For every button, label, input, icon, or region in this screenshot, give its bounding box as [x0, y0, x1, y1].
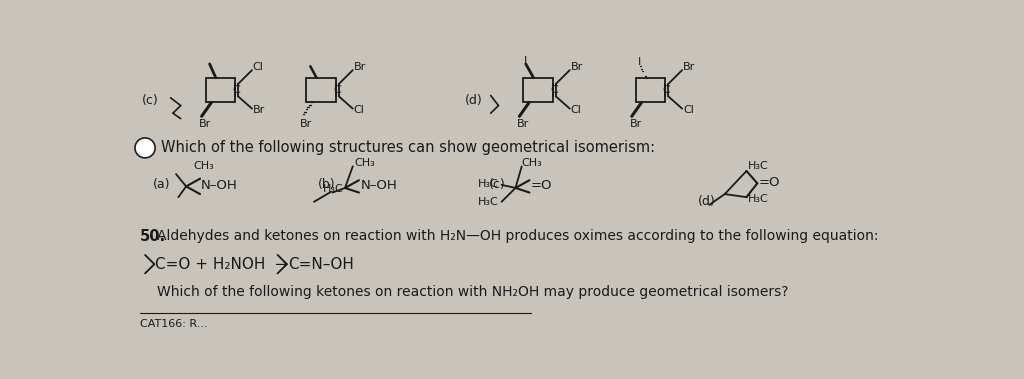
Text: (d): (d)	[697, 195, 716, 208]
Text: H₃C: H₃C	[478, 179, 499, 189]
Text: Br: Br	[200, 119, 212, 129]
Bar	[206, 78, 234, 102]
Text: 49.: 49.	[136, 143, 155, 153]
Text: (d): (d)	[465, 94, 483, 107]
Bar	[636, 78, 665, 102]
Text: I: I	[638, 58, 641, 67]
Text: CH₃: CH₃	[354, 158, 375, 168]
Text: 50.: 50.	[139, 229, 166, 244]
Text: Br: Br	[683, 62, 695, 72]
Bar	[523, 78, 553, 102]
Text: Br: Br	[630, 119, 642, 129]
Text: Cl: Cl	[353, 105, 365, 115]
Text: C: C	[663, 85, 671, 95]
Text: Br: Br	[300, 119, 312, 129]
Text: H₃C: H₃C	[748, 194, 769, 205]
Text: Which of the following structures can show geometrical isomerism:: Which of the following structures can sh…	[161, 140, 654, 155]
Text: C=O + H₂NOH  →: C=O + H₂NOH →	[155, 257, 288, 272]
Text: Br: Br	[517, 119, 529, 129]
Text: (c): (c)	[142, 94, 159, 107]
Text: =O: =O	[531, 179, 553, 192]
Text: (c): (c)	[488, 178, 505, 191]
Text: H₃C: H₃C	[748, 161, 769, 171]
Text: Aldehydes and ketones on reaction with H₂N—OH produces oximes according to the f: Aldehydes and ketones on reaction with H…	[158, 229, 879, 243]
Text: C=N–OH: C=N–OH	[288, 257, 353, 272]
Bar	[306, 78, 336, 102]
Text: Cl: Cl	[683, 105, 694, 115]
Text: (b): (b)	[317, 178, 336, 191]
Text: C: C	[550, 85, 558, 95]
Text: CH₃: CH₃	[194, 161, 215, 171]
Text: =O: =O	[759, 176, 780, 189]
Text: H₃C: H₃C	[324, 185, 344, 194]
Text: Cl: Cl	[253, 62, 263, 72]
Text: CAT166: R...: CAT166: R...	[139, 319, 207, 329]
Text: Cl: Cl	[570, 105, 582, 115]
Text: CH₃: CH₃	[521, 158, 543, 168]
Text: Br: Br	[570, 62, 583, 72]
Text: I: I	[523, 56, 526, 66]
Text: C: C	[334, 85, 341, 95]
Text: H₃C: H₃C	[478, 197, 499, 207]
Text: Which of the following ketones on reaction with NH₂OH may produce geometrical is: Which of the following ketones on reacti…	[158, 285, 788, 299]
Text: N–OH: N–OH	[360, 179, 397, 192]
Text: (a): (a)	[153, 178, 170, 191]
Text: Br: Br	[253, 105, 265, 115]
Text: N–OH: N–OH	[201, 179, 238, 192]
Text: Br: Br	[353, 62, 366, 72]
Text: C: C	[232, 85, 241, 95]
Circle shape	[135, 138, 155, 158]
